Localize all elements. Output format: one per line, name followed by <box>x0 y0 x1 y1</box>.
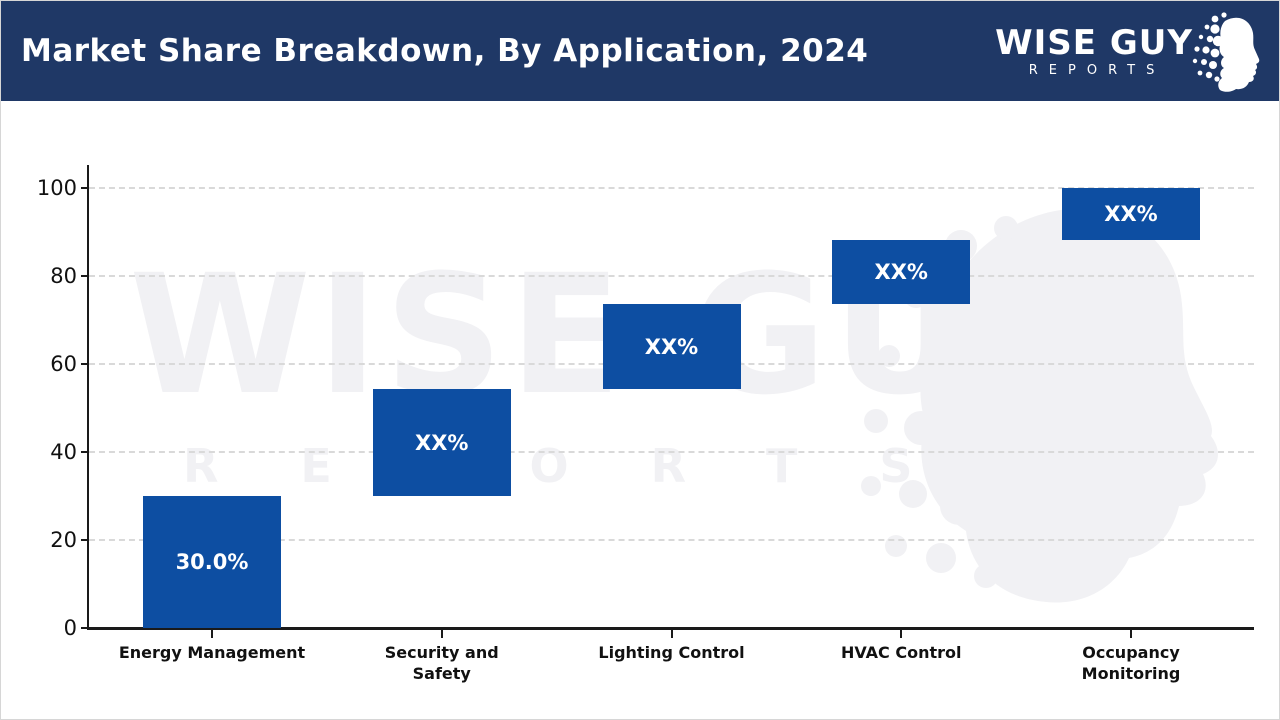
x-category-label: Energy Management <box>118 643 306 662</box>
x-category-label: Lighting Control <box>598 643 745 662</box>
page-title: Market Share Breakdown, By Application, … <box>21 33 869 69</box>
y-axis-line <box>87 165 89 630</box>
bar-value-label: XX% <box>874 260 928 285</box>
y-tick-label: 60 <box>50 352 77 376</box>
gridline <box>89 451 1254 453</box>
y-tick <box>81 539 88 541</box>
gridline <box>89 187 1254 189</box>
y-tick-label: 40 <box>50 440 77 464</box>
x-tick <box>900 630 903 638</box>
y-tick-label: 20 <box>50 528 77 552</box>
bar-value-label: 30.0% <box>175 550 249 574</box>
brand-name: WISE GUY <box>995 22 1193 63</box>
x-category-label: HVAC Control <box>840 643 962 662</box>
waterfall-bar: 30.0% <box>143 496 281 628</box>
x-tick <box>440 630 443 638</box>
brand-subtitle: REPORTS <box>1028 62 1166 78</box>
y-tick <box>81 363 88 365</box>
x-category-label: Occupancy Monitoring <box>1081 643 1181 683</box>
waterfall-bar: XX% <box>1062 188 1200 240</box>
y-tick <box>81 627 88 629</box>
dotted-head-logo-icon <box>1192 12 1260 92</box>
y-tick <box>81 275 88 277</box>
x-axis-line <box>87 627 1254 630</box>
gridline <box>89 539 1254 541</box>
waterfall-bar: XX% <box>832 239 971 305</box>
x-category-label: Security and Safety <box>384 643 499 683</box>
bar-value-label: XX% <box>644 334 699 359</box>
waterfall-bar: XX% <box>372 389 511 496</box>
bar-value-label: XX% <box>415 430 469 455</box>
gridline <box>89 275 1254 277</box>
x-tick <box>1130 630 1132 638</box>
y-tick-label: 0 <box>63 616 77 640</box>
waterfall-bar: XX% <box>602 304 741 390</box>
x-tick <box>670 630 673 638</box>
header-bar: Market Share Breakdown, By Application, … <box>1 1 1279 101</box>
y-tick-label: 80 <box>50 264 77 288</box>
brand-wordmark: WISE GUY REPORTS <box>995 26 1193 77</box>
bar-value-label: XX% <box>1104 201 1158 226</box>
y-tick <box>81 451 88 453</box>
y-tick-label: 100 <box>36 176 77 200</box>
brand-logo: WISE GUY REPORTS <box>995 9 1261 93</box>
y-tick <box>81 187 88 189</box>
x-tick <box>211 630 213 638</box>
